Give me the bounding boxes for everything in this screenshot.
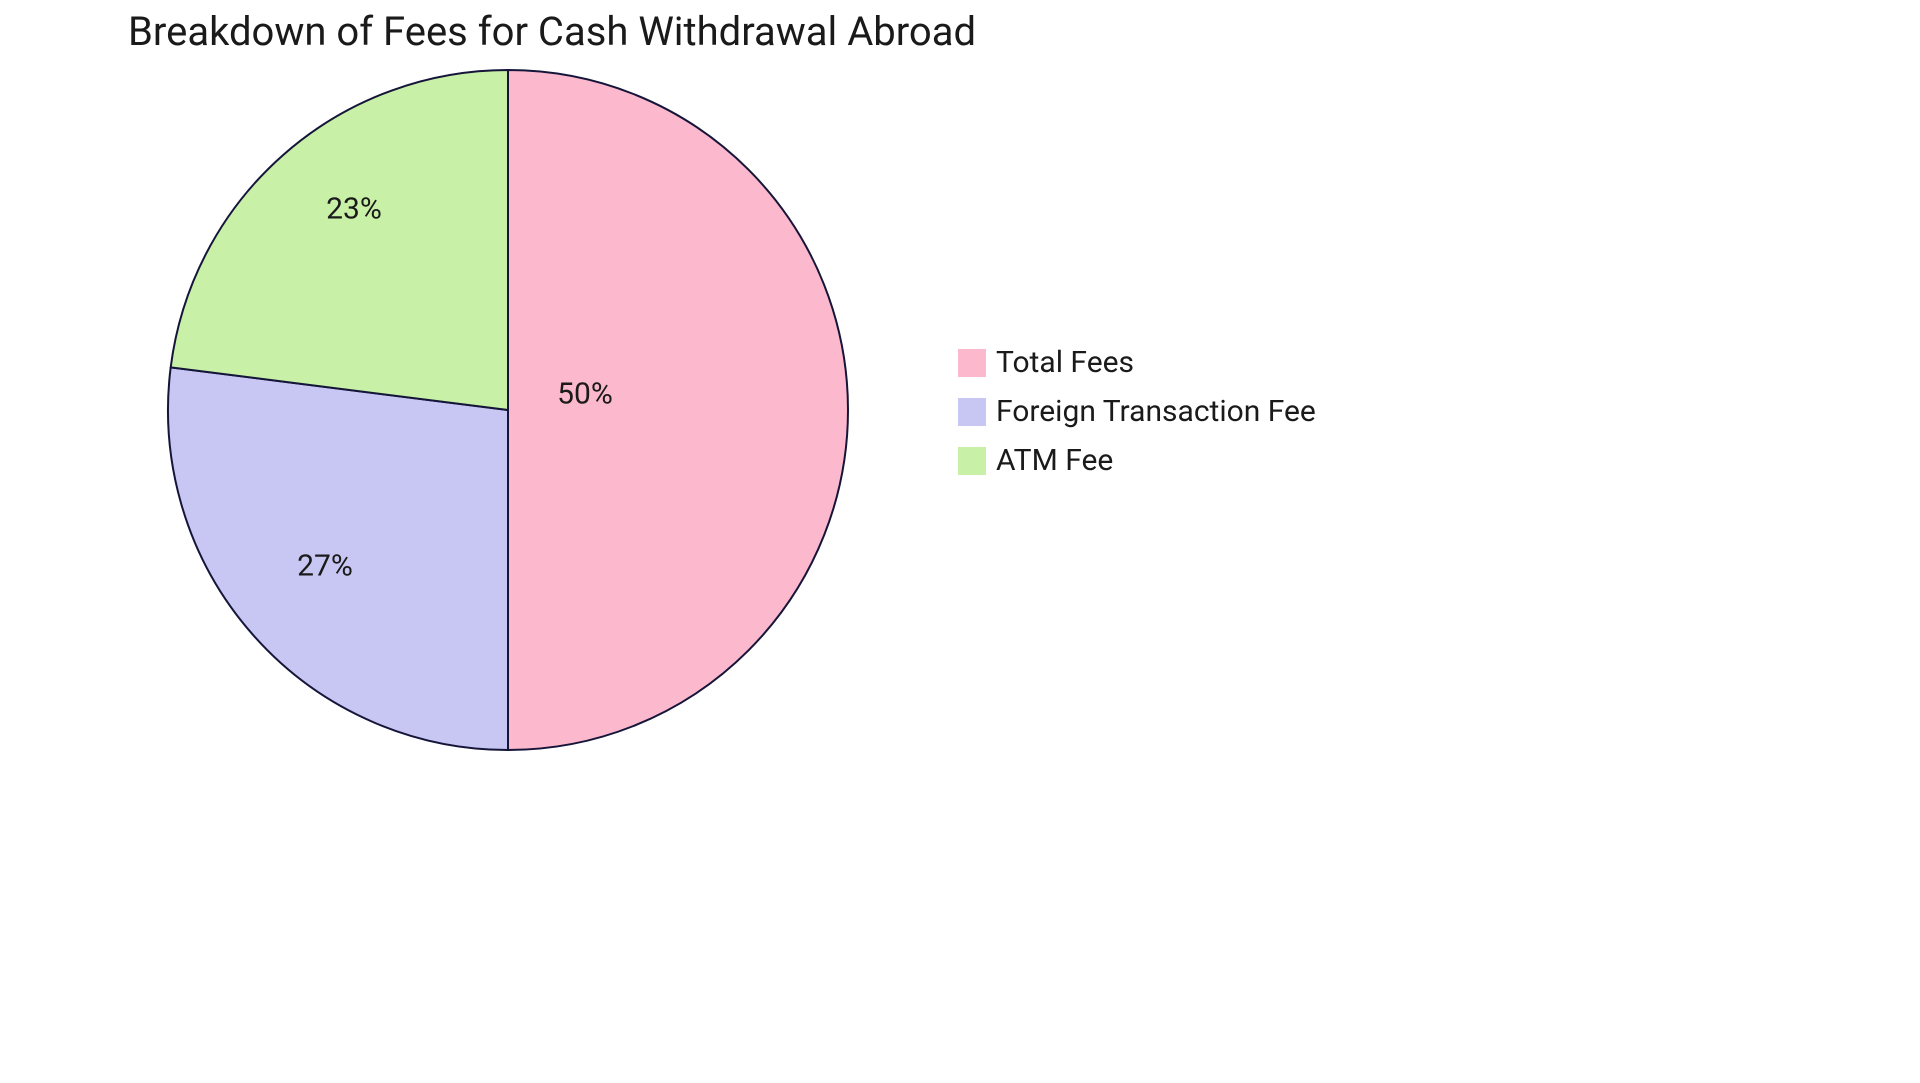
slice-label: 23% <box>326 192 382 227</box>
slice-label: 27% <box>297 549 353 584</box>
chart-container: Breakdown of Fees for Cash Withdrawal Ab… <box>0 0 1920 1083</box>
legend-label: ATM Fee <box>996 443 1113 478</box>
legend-swatch <box>958 398 986 426</box>
legend: Total Fees Foreign Transaction Fee ATM Fee <box>958 345 1316 492</box>
legend-label: Foreign Transaction Fee <box>996 394 1316 429</box>
legend-swatch <box>958 447 986 475</box>
legend-item: Total Fees <box>958 345 1316 380</box>
legend-item: ATM Fee <box>958 443 1316 478</box>
slice-label: 50% <box>557 377 613 412</box>
pie-chart <box>164 66 852 758</box>
legend-item: Foreign Transaction Fee <box>958 394 1316 429</box>
legend-label: Total Fees <box>996 345 1134 380</box>
pie-slice <box>171 70 508 410</box>
legend-swatch <box>958 349 986 377</box>
pie-svg <box>164 66 852 754</box>
chart-title: Breakdown of Fees for Cash Withdrawal Ab… <box>128 8 976 55</box>
